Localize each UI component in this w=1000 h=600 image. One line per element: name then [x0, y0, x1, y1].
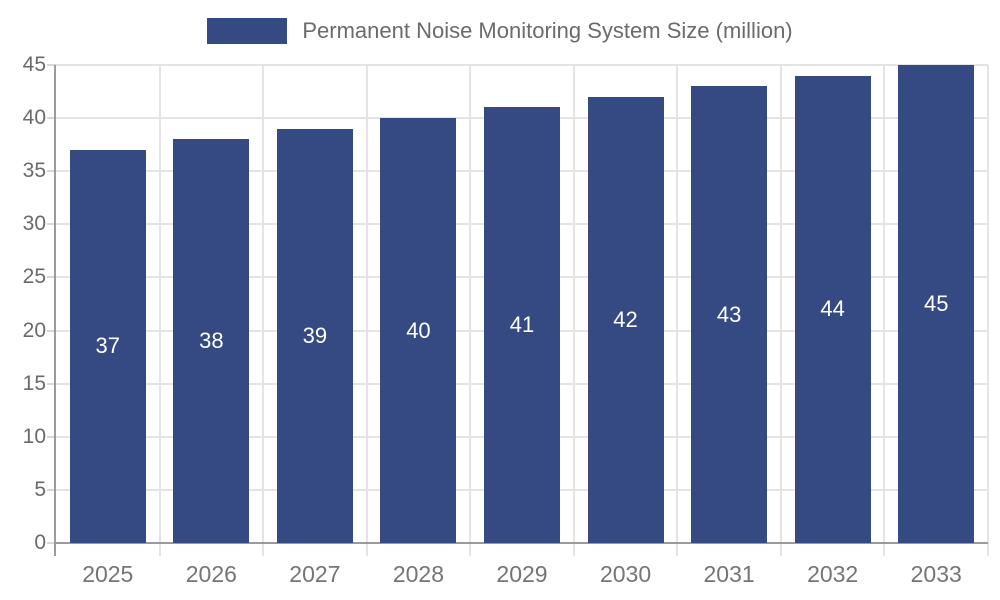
- x-tick-label: 2029: [496, 561, 548, 587]
- y-axis-tick: [47, 382, 56, 385]
- y-tick-label: 10: [22, 424, 46, 448]
- x-tick-label: 2025: [82, 561, 134, 587]
- y-tick-label: 30: [22, 212, 46, 236]
- bar-value-label: 44: [820, 296, 845, 322]
- bar: [691, 86, 768, 543]
- bar-value-label: 43: [716, 301, 742, 327]
- bar: [484, 107, 560, 543]
- y-axis-line: [54, 65, 56, 556]
- bar-value-label: 42: [613, 306, 638, 332]
- y-axis-tick: [47, 223, 56, 226]
- y-axis-tick: [47, 117, 56, 120]
- bar: [794, 75, 871, 543]
- gridline-vertical: [676, 65, 679, 556]
- y-tick-label: 45: [22, 53, 46, 76]
- y-axis-tick: [47, 435, 56, 438]
- x-tick-label: 2031: [703, 561, 755, 587]
- y-axis-tick: [47, 488, 56, 491]
- gridline-vertical: [158, 65, 161, 556]
- bar-value-label: 38: [199, 328, 224, 354]
- y-tick-label: 25: [22, 265, 46, 289]
- y-tick-label: 20: [22, 318, 46, 342]
- x-tick-label: 2032: [807, 561, 859, 587]
- gridline-vertical: [779, 65, 782, 556]
- y-tick-label: 0: [34, 531, 46, 554]
- bar-value-label: 39: [302, 322, 328, 348]
- bar: [587, 96, 664, 543]
- y-tick-label: 35: [22, 159, 46, 183]
- gridline-vertical: [987, 65, 989, 556]
- x-axis-line: [54, 542, 988, 544]
- x-tick-label: 2030: [599, 561, 652, 587]
- gridline-vertical: [365, 65, 368, 556]
- x-tick-label: 2027: [289, 561, 341, 587]
- y-tick-label: 40: [22, 106, 46, 130]
- gridline-horizontal: [56, 64, 988, 66]
- y-tick-label: 15: [22, 371, 46, 395]
- gridline-vertical: [572, 65, 575, 556]
- gridline-vertical: [262, 65, 265, 556]
- bar-value-label: 45: [923, 291, 949, 316]
- x-tick-label: 2026: [185, 561, 237, 587]
- legend-label: Permanent Noise Monitoring System Size (…: [302, 18, 793, 43]
- legend-swatch: [207, 18, 288, 44]
- y-axis-tick: [47, 329, 56, 332]
- gridline-vertical: [883, 65, 886, 556]
- bar-value-label: 37: [95, 333, 121, 359]
- y-axis-tick: [47, 64, 56, 66]
- bar: [898, 65, 975, 543]
- y-axis-tick: [47, 542, 56, 544]
- gridline-vertical: [469, 65, 472, 556]
- bar: [380, 118, 457, 543]
- bar: [173, 139, 250, 543]
- bar-value-label: 41: [509, 312, 535, 338]
- y-axis-tick: [47, 170, 56, 173]
- x-tick-label: 2033: [910, 561, 962, 587]
- chart-legend: Permanent Noise Monitoring System Size (…: [0, 14, 1000, 48]
- bar-value-label: 40: [406, 317, 431, 343]
- y-axis-tick: [47, 276, 56, 279]
- y-tick-label: 5: [34, 477, 46, 501]
- bar: [276, 128, 353, 543]
- x-tick-label: 2028: [392, 561, 445, 587]
- bar: [69, 149, 146, 543]
